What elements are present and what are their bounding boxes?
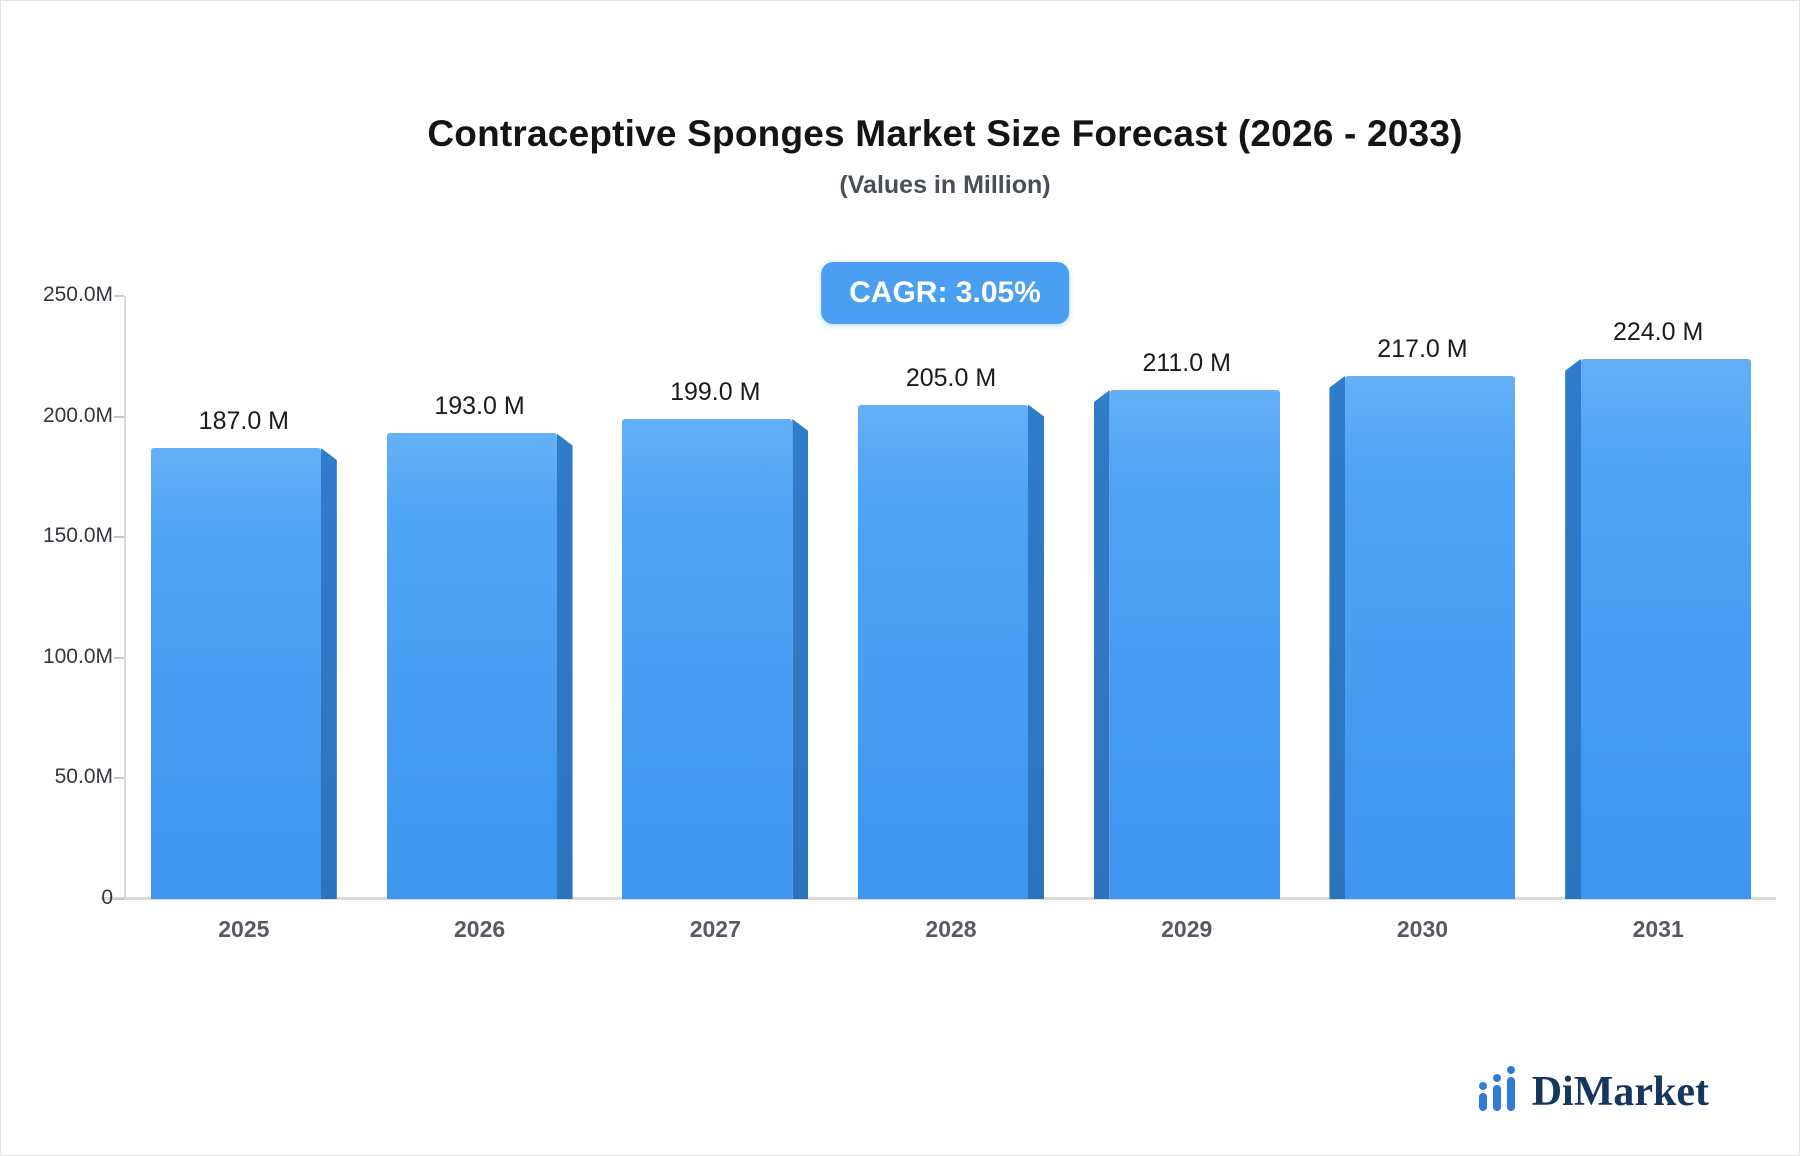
y-tick-label: 100.0M [42, 644, 113, 668]
bar-side-face [1565, 358, 1582, 899]
bar-2025 [150, 447, 337, 899]
bar-2029 [1093, 390, 1280, 899]
y-tick-mark [114, 898, 124, 900]
bar-side-face [1093, 390, 1110, 899]
bar-front-face [1109, 390, 1280, 899]
bar-chart-icon [1478, 1066, 1515, 1111]
bar-2031 [1565, 358, 1752, 899]
y-tick-label: 0 [101, 886, 113, 909]
y-tick-mark [114, 536, 124, 539]
x-tick-label: 2028 [925, 916, 977, 942]
bar-side-face [1028, 404, 1044, 899]
bar-2026 [386, 433, 573, 899]
x-tick-label: 2029 [1161, 916, 1213, 942]
bar-value-label: 205.0 M [905, 363, 997, 392]
dimarket-logo: DiMarket [1474, 1065, 1709, 1113]
bar-value-label: 211.0 M [1142, 349, 1231, 378]
bar-value-label: 217.0 M [1377, 334, 1468, 363]
bar-2030 [1329, 375, 1516, 899]
y-tick-mark [114, 656, 124, 659]
bar-side-face [792, 419, 809, 899]
y-tick-mark [114, 415, 124, 418]
bar-front-face [1345, 375, 1516, 899]
bar-front-face [1581, 358, 1752, 899]
bar-side-face [1329, 375, 1346, 899]
bar-value-label: 224.0 M [1612, 317, 1704, 346]
bar-side-face [320, 447, 337, 899]
x-axis: 2025 2026 2027 2028 2029 2030 2031 [126, 916, 1776, 943]
logo-text: DiMarket [1531, 1069, 1709, 1115]
cagr-badge: CAGR: 3.05% [821, 262, 1069, 324]
y-tick-mark [114, 777, 124, 780]
x-tick-label: 2030 [1396, 916, 1449, 942]
bar-2027 [622, 419, 809, 899]
x-tick-label: 2026 [453, 916, 506, 942]
y-tick-label: 150.0M [42, 524, 113, 548]
bar-value-label: 193.0 M [434, 392, 525, 421]
bar-front-face [858, 404, 1028, 899]
y-tick-label: 50.0M [54, 765, 113, 789]
plot-area: 187.0 M 193.0 M 199.0 M 205.0 M 211.0 M 217.0… [126, 296, 1776, 899]
bar-front-face [150, 447, 321, 899]
x-tick-label: 2027 [689, 916, 741, 942]
bar-value-label: 199.0 M [670, 378, 761, 407]
y-tick-label: 200.0M [42, 403, 113, 427]
page-subtitle: (Values in Million) [839, 171, 1051, 199]
bar-2028 [858, 404, 1044, 899]
bar-front-face [386, 433, 557, 899]
bar-front-face [622, 419, 793, 899]
bar-side-face [556, 433, 573, 899]
x-tick-label: 2031 [1632, 916, 1684, 942]
page-title: Contraceptive Sponges Market Size Foreca… [427, 113, 1463, 154]
y-axis-line [124, 296, 126, 899]
x-tick-label: 2025 [218, 916, 270, 942]
y-tick-label: 250.0M [42, 283, 113, 306]
y-tick-mark [114, 295, 124, 297]
bar-value-label: 187.0 M [198, 406, 290, 435]
